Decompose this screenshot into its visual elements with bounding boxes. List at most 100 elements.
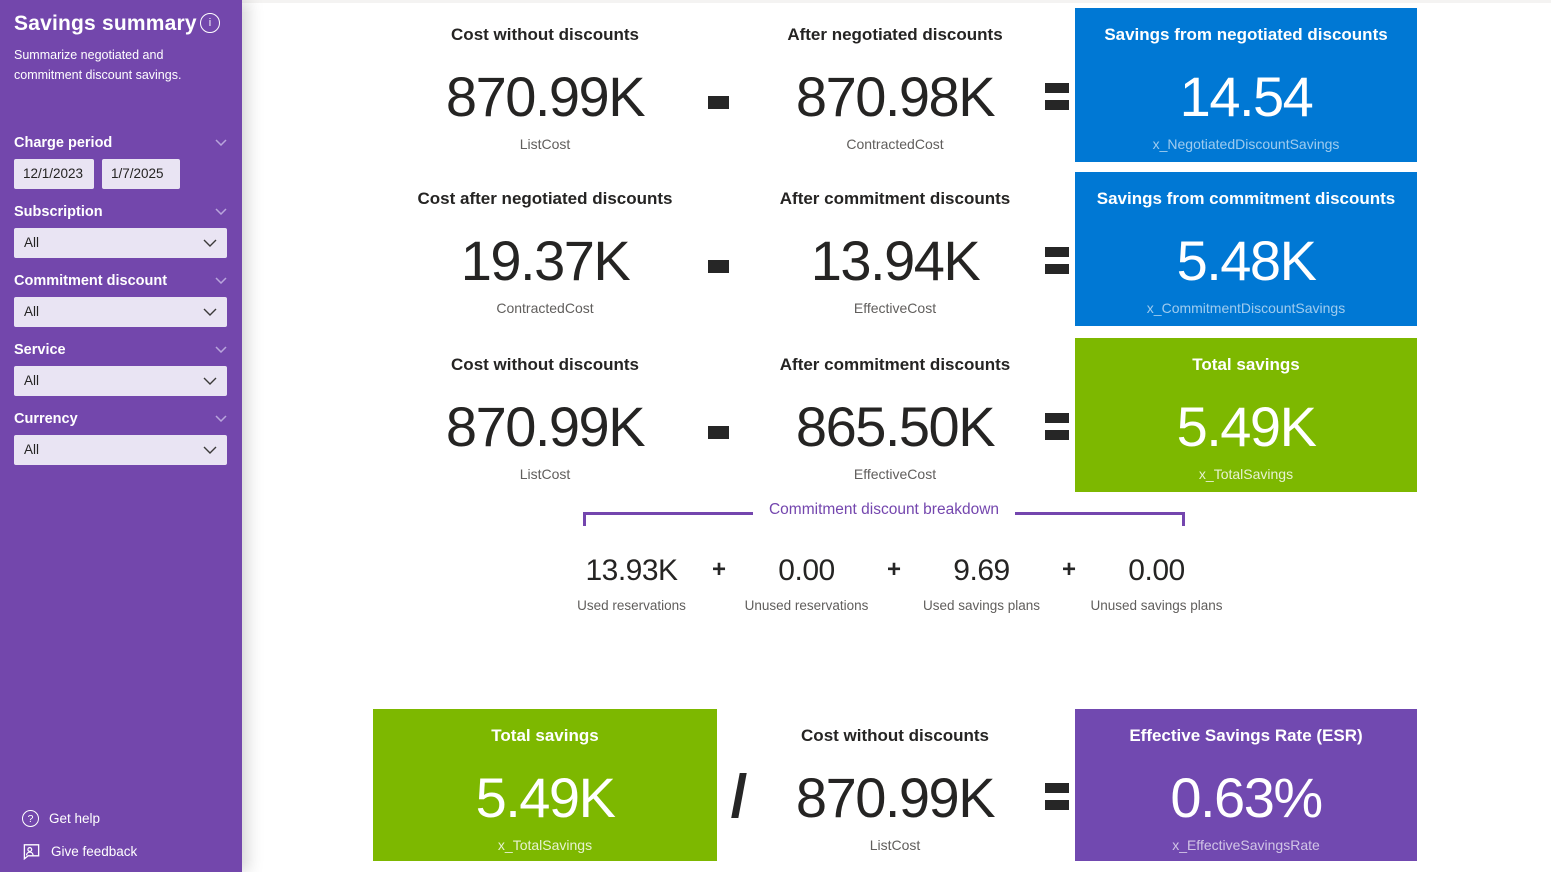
filter-charge-period: Charge period 12/1/2023 1/7/2025 [14,133,228,189]
page-title: Savings summary [14,12,197,35]
kpi-title: Cost without discounts [451,25,639,44]
breakdown-item-unused-reservations: 0.00 Unused reservations [729,553,884,614]
card-field: x_CommitmentDiscountSavings [1146,300,1346,316]
card-negotiated-discount-savings: Savings from negotiated discounts 14.54 … [1075,8,1417,162]
bracket-right-line [1015,512,1185,526]
kpi-value: 870.99K [795,766,996,829]
divide-operator: / [730,763,748,830]
card-value: 5.49K [475,766,616,829]
equals-operator [1045,247,1069,281]
chevron-down-icon[interactable] [215,415,227,422]
kpi-row-commitment: Cost after negotiated discounts 19.37K C… [242,172,1551,326]
breakdown-items: 13.93K Used reservations + 0.00 Unused r… [554,553,1234,614]
sidebar-header: Savings summary i Summarize negotiated a… [0,0,242,86]
filter-header-charge-period[interactable]: Charge period [14,133,227,153]
dropdown-value: All [24,235,40,250]
breakdown-label: Unused savings plans [1090,598,1223,613]
card-value: 5.48K [1176,229,1317,292]
kpi-block-list-cost: Cost without discounts 870.99K ListCost [365,8,725,153]
chevron-down-icon [203,308,217,316]
kpi-field: ListCost [519,466,571,482]
plus-operator: + [711,556,726,583]
help-icon: ? [22,810,39,827]
sidebar: Savings summary i Summarize negotiated a… [0,0,242,872]
card-total-savings-bottom: Total savings 5.49K x_TotalSavings [373,709,717,861]
breakdown-item-used-reservations: 13.93K Used reservations [554,553,709,614]
give-feedback-link[interactable]: Give feedback [22,843,137,860]
card-value: 14.54 [1179,65,1314,128]
equals-operator [1045,413,1069,447]
kpi-value: 13.94K [810,229,981,292]
end-date-input[interactable]: 1/7/2025 [102,158,180,189]
filter-header-currency[interactable]: Currency [14,409,227,429]
breakdown-value: 0.00 [778,554,835,587]
service-dropdown[interactable]: All [14,365,227,396]
kpi-title: Cost without discounts [801,726,989,745]
get-help-label: Get help [49,811,101,826]
kpi-title: After commitment discounts [779,189,1011,208]
card-field: x_EffectiveSavingsRate [1172,837,1320,853]
plus-operator: + [886,556,901,583]
filter-header-subscription[interactable]: Subscription [14,202,227,222]
filter-commitment-discount: Commitment discount All [14,271,228,327]
breakdown-value: 13.93K [585,554,678,587]
kpi-row-esr: Total savings 5.49K x_TotalSavings / Cos… [242,709,1551,861]
subscription-dropdown[interactable]: All [14,227,227,258]
equals-operator [1045,783,1069,817]
kpi-field: ContractedCost [846,136,944,152]
currency-dropdown[interactable]: All [14,434,227,465]
card-commitment-discount-savings: Savings from commitment discounts 5.48K … [1075,172,1417,326]
page-subtitle: Summarize negotiated and commitment disc… [14,48,182,83]
filter-label: Currency [14,410,78,427]
kpi-value: 865.50K [795,395,996,458]
kpi-value: 19.37K [460,229,631,292]
filter-panel: Charge period 12/1/2023 1/7/2025 Subscri… [0,133,242,465]
kpi-title: Cost after negotiated discounts [417,189,673,208]
breakdown-item-unused-savings-plans: 0.00 Unused savings plans [1079,553,1234,614]
filter-service: Service All [14,340,228,396]
kpi-value: 870.99K [445,65,646,128]
info-icon[interactable]: i [200,13,220,33]
card-title: Savings from commitment discounts [1096,189,1396,208]
breakdown-label: Unused reservations [744,598,869,613]
commitment-discount-dropdown[interactable]: All [14,296,227,327]
card-total-savings: Total savings 5.49K x_TotalSavings [1075,338,1417,492]
filter-subscription: Subscription All [14,202,228,258]
filter-header-service[interactable]: Service [14,340,227,360]
kpi-row-negotiated: Cost without discounts 870.99K ListCost … [242,8,1551,162]
kpi-row-total-savings: Cost without discounts 870.99K ListCost … [242,338,1551,492]
dropdown-value: All [24,304,40,319]
breakdown-label: Used savings plans [922,598,1041,613]
chevron-down-icon[interactable] [215,277,227,284]
chevron-down-icon[interactable] [215,346,227,353]
card-value: 0.63% [1170,766,1323,829]
kpi-field: EffectiveCost [853,300,937,316]
breakdown-item-used-savings-plans: 9.69 Used savings plans [904,553,1059,614]
card-field: x_TotalSavings [497,837,593,853]
chevron-down-icon[interactable] [215,139,227,146]
minus-operator [708,426,729,439]
breakdown-value: 0.00 [1128,554,1185,587]
minus-operator [708,96,729,109]
breakdown-label: Used reservations [577,598,686,613]
start-date-input[interactable]: 12/1/2023 [14,158,94,189]
kpi-value: 870.98K [795,65,996,128]
filter-header-commitment-discount[interactable]: Commitment discount [14,271,227,291]
get-help-link[interactable]: ? Get help [22,810,137,827]
minus-operator [708,260,729,273]
report-canvas: Cost without discounts 870.99K ListCost … [242,0,1551,872]
breakdown-bracket: Commitment discount breakdown [583,501,1185,526]
card-title: Savings from negotiated discounts [1104,25,1388,44]
kpi-title: After commitment discounts [779,355,1011,374]
filter-label: Subscription [14,203,103,220]
kpi-value: 870.99K [445,395,646,458]
kpi-block-contracted-cost: Cost after negotiated discounts 19.37K C… [365,172,725,317]
chevron-down-icon [203,239,217,247]
card-title: Total savings [1192,355,1300,374]
chevron-down-icon[interactable] [215,208,227,215]
card-field: x_NegotiatedDiscountSavings [1152,136,1340,152]
kpi-field: EffectiveCost [853,466,937,482]
filter-label: Service [14,341,66,358]
plus-operator: + [1061,556,1076,583]
